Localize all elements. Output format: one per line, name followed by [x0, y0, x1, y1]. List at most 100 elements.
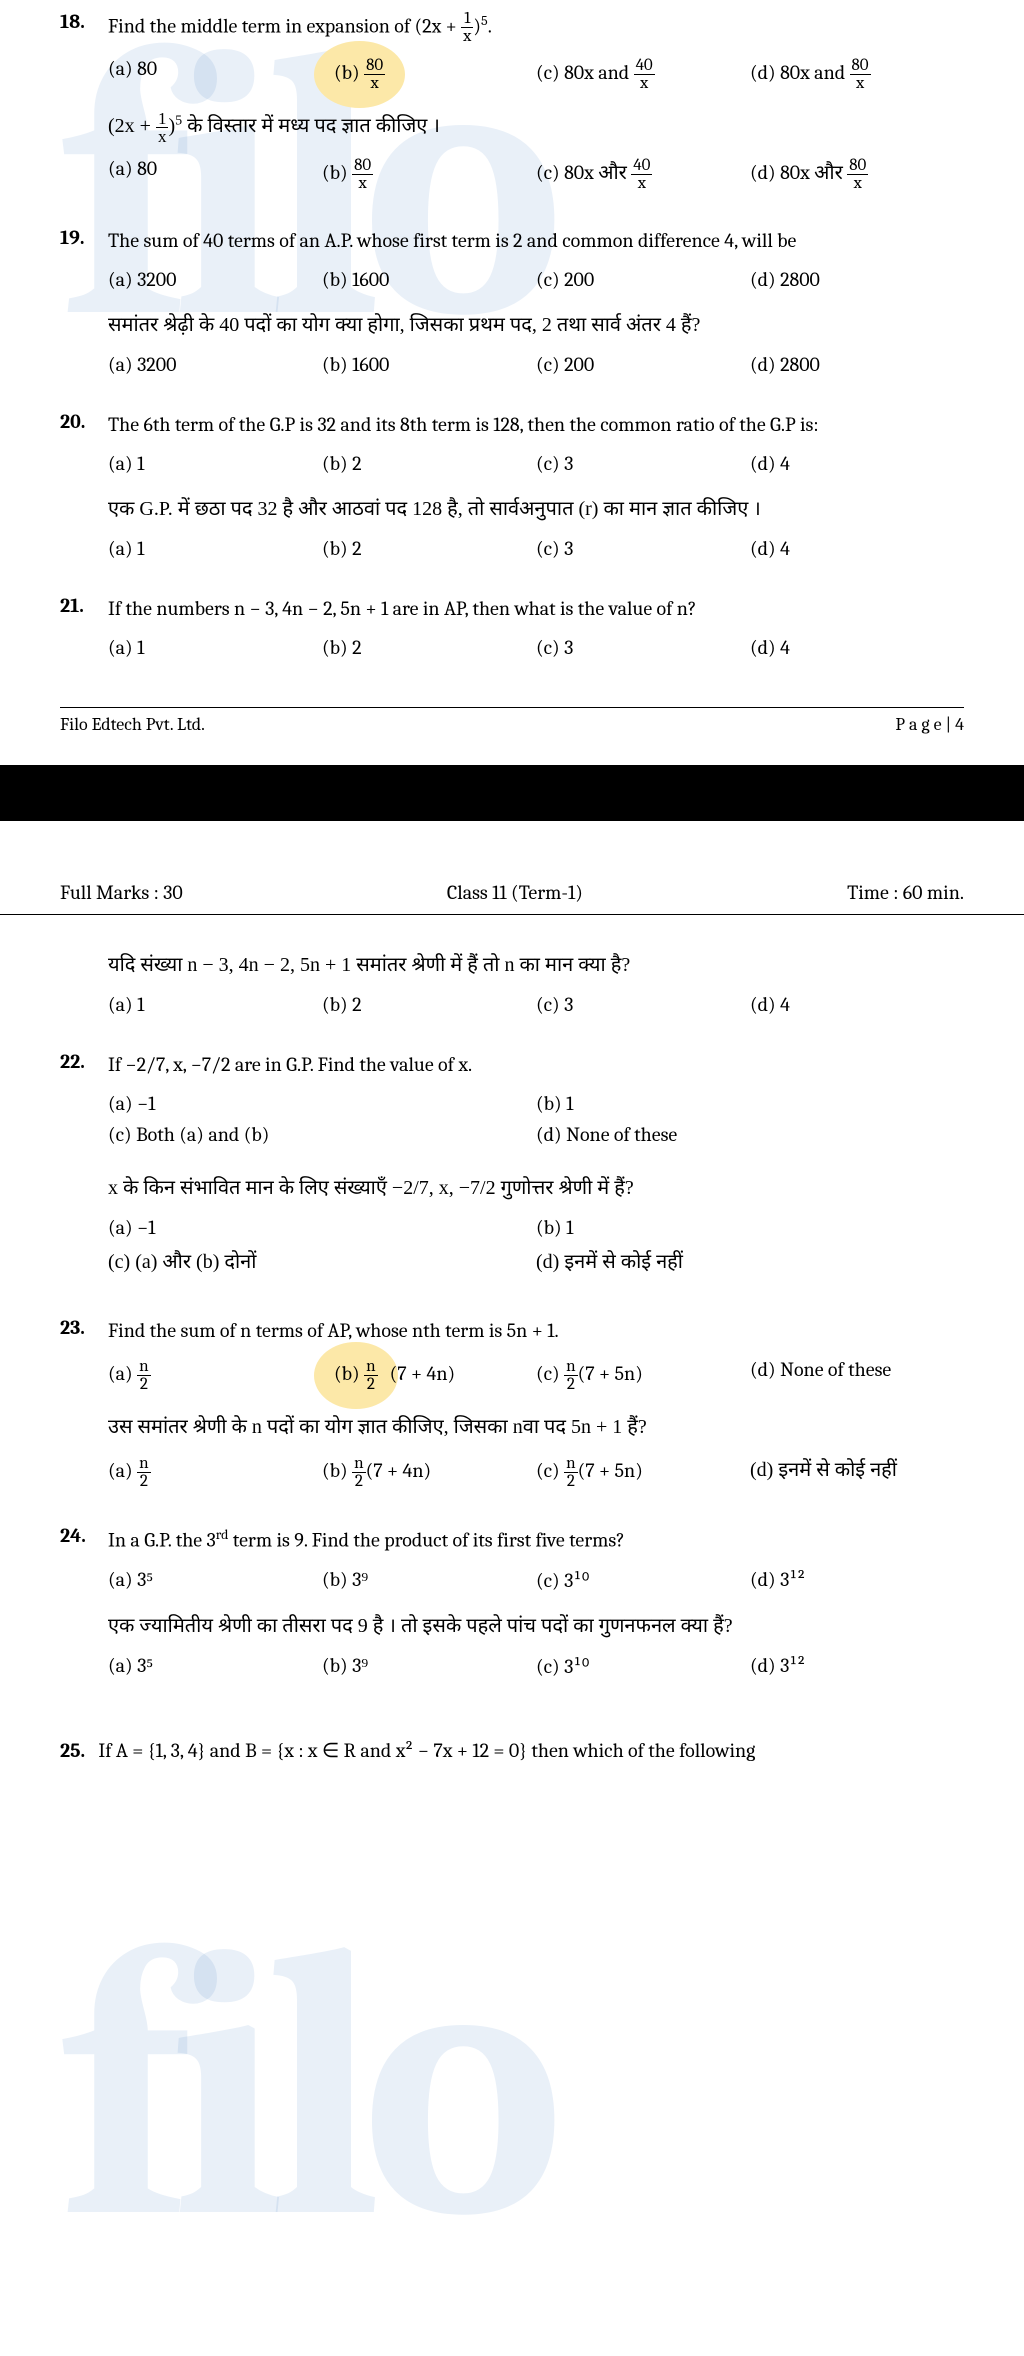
- q24-text-sup: rd: [216, 1526, 229, 1543]
- q22-opt-b: (b) 1: [536, 1092, 964, 1115]
- q23-h-opt-c: (c) n2(7 + 5n): [536, 1455, 750, 1490]
- q18-d-pre: (d) 80x and: [750, 62, 850, 85]
- q20-opt-b: (b) 2: [322, 452, 536, 475]
- q23-a-den: 2: [137, 1376, 151, 1393]
- q18-h-opt-b: (b) 80x: [322, 157, 536, 192]
- q18-hc-pre: (c) 80x और: [536, 162, 631, 185]
- q21-h-opt-a: (a) 1: [108, 993, 322, 1016]
- q19-number: 19.: [60, 226, 108, 249]
- q22-h-opt-c: (c) (a) और (b) दोनों: [108, 1247, 536, 1274]
- q23-b-post: (7 + 4n): [390, 1363, 456, 1386]
- q20-h-opt-a: (a) 1: [108, 537, 322, 560]
- full-marks: Full Marks : 30: [60, 881, 183, 904]
- q22-number: 22.: [60, 1050, 108, 1073]
- q23-hb-pre: (b): [322, 1460, 352, 1483]
- q23-c-num: n: [564, 1358, 578, 1376]
- q18-period: .: [488, 15, 492, 38]
- q24-h-opt-d: (d) 3¹²: [750, 1654, 964, 1678]
- q20-opt-d: (d) 4: [750, 452, 964, 475]
- q24-options: (a) 3⁵ (b) 3⁹ (c) 3¹⁰ (d) 3¹²: [108, 1568, 964, 1592]
- q18-frac: 1x: [461, 10, 473, 45]
- q22-hindi: x के किन संभावित मान के लिए संख्याएँ −2/…: [108, 1172, 964, 1204]
- q23-a-frac: n2: [137, 1358, 151, 1393]
- q18-hd-den: x: [847, 175, 868, 192]
- q19-opt-d: (d) 2800: [750, 268, 964, 291]
- q18-c-den: x: [634, 75, 655, 92]
- q23-options: (a) n2 (b) n2(7 + 4n) (c) n2(7 + 5n) (d)…: [108, 1358, 964, 1393]
- q23-a-num: n: [137, 1358, 151, 1376]
- q21-h-opt-b: (b) 2: [322, 993, 536, 1016]
- cutoff-line: 25. If A = {1, 3, 4} and B = {x : x ∈ R …: [60, 1738, 964, 1762]
- q23-hb-den: 2: [352, 1473, 366, 1490]
- q23-ha-den: 2: [137, 1473, 151, 1490]
- q23-h-opt-d: (d) इनमें से कोई नहीं: [750, 1455, 964, 1490]
- q18-opt-b: (b) 80x: [322, 57, 536, 92]
- q21-opt-a: (a) 1: [108, 636, 322, 659]
- q21-opt-b: (b) 2: [322, 636, 536, 659]
- q20-h-opt-d: (d) 4: [750, 537, 964, 560]
- q18-d-num: 80: [850, 57, 871, 75]
- q22-opt-c: (c) Both (a) and (b): [108, 1123, 536, 1146]
- q18-hb-frac: 80x: [352, 157, 373, 192]
- q23-hc-post: (7 + 5n): [578, 1460, 643, 1483]
- q24-opt-a: (a) 3⁵: [108, 1568, 322, 1592]
- q18-hb-den: x: [352, 175, 373, 192]
- q20-opt-a: (a) 1: [108, 452, 322, 475]
- footer-page-number: P a g e | 4: [895, 714, 964, 735]
- q18-c-frac: 40x: [634, 57, 655, 92]
- q21-options: (a) 1 (b) 2 (c) 3 (d) 4: [108, 636, 964, 659]
- q20-options: (a) 1 (b) 2 (c) 3 (d) 4: [108, 452, 964, 475]
- q24-h-opt-c: (c) 3¹⁰: [536, 1654, 750, 1678]
- q23-hc-den: 2: [564, 1473, 578, 1490]
- q23-b-pre: (b): [334, 1363, 364, 1386]
- q23-ha-pre: (a): [108, 1460, 137, 1483]
- q22-hindi-options: (a) −1 (b) 1 (c) (a) और (b) दोनों (d) इन…: [108, 1216, 964, 1282]
- question-23: 23. Find the sum of n terms of AP, whose…: [60, 1316, 964, 1490]
- q23-c-frac: n2: [564, 1358, 578, 1393]
- q23-opt-a: (a) n2: [108, 1358, 322, 1393]
- q18-c-num: 40: [634, 57, 655, 75]
- q18-hd-num: 80: [847, 157, 868, 175]
- q21-opt-c: (c) 3: [536, 636, 750, 659]
- q18-hc-frac: 40x: [631, 157, 652, 192]
- q23-h-opt-a: (a) n2: [108, 1455, 322, 1490]
- q21-h-opt-d: (d) 4: [750, 993, 964, 1016]
- highlight-circle-icon: (b) 80x: [314, 41, 405, 108]
- q18-b-den: x: [364, 75, 385, 92]
- q23-opt-d: (d) None of these: [750, 1358, 964, 1393]
- q23-hc-frac: n2: [564, 1455, 578, 1490]
- q22-h-opt-d: (d) इनमें से कोई नहीं: [536, 1247, 964, 1274]
- q21-hindi-options: (a) 1 (b) 2 (c) 3 (d) 4: [108, 993, 964, 1016]
- q19-h-opt-b: (b) 1600: [322, 353, 536, 376]
- highlight-circle-icon-2: (b) n2: [314, 1342, 398, 1409]
- q22-text: If −2/7, x, −7/2 are in G.P. Find the va…: [108, 1050, 964, 1080]
- q18-frac-num: 1: [461, 10, 473, 28]
- q18-expr-open: (2x +: [415, 15, 462, 38]
- question-21: 21. If the numbers n − 3, 4n − 2, 5n + 1…: [60, 594, 964, 659]
- q23-h-opt-b: (b) n2(7 + 4n): [322, 1455, 536, 1490]
- question-19: 19. The sum of 40 terms of an A.P. whose…: [60, 226, 964, 376]
- q21-number: 21.: [60, 594, 108, 617]
- watermark-filo-bottom: filo: [60, 1870, 544, 2307]
- q18-opt-a: (a) 80: [108, 57, 322, 92]
- q24-opt-d: (d) 3¹²: [750, 1568, 964, 1592]
- q19-hindi: समांतर श्रेढ़ी के 40 पदों का योग क्या हो…: [108, 309, 964, 341]
- page-content-2: यदि संख्या n − 3, 4n − 2, 5n + 1 समांतर …: [0, 949, 1024, 1678]
- q19-text: The sum of 40 terms of an A.P. whose fir…: [108, 226, 964, 256]
- q23-opt-b: (b) n2 (7 + 4n): [322, 1358, 536, 1393]
- question-18: 18. Find the middle term in expansion of…: [60, 10, 964, 192]
- q21-opt-d: (d) 4: [750, 636, 964, 659]
- q24-number: 24.: [60, 1524, 108, 1547]
- q23-a-pre: (a): [108, 1363, 137, 1386]
- q19-h-opt-a: (a) 3200: [108, 353, 322, 376]
- q18-hd-frac: 80x: [847, 157, 868, 192]
- q23-hb-num: n: [352, 1455, 366, 1473]
- q23-hb-frac: n2: [352, 1455, 366, 1490]
- q24-text: In a G.P. the 3rd term is 9. Find the pr…: [108, 1524, 964, 1556]
- q23-b-frac: n2: [364, 1358, 378, 1393]
- q24-opt-c: (c) 3¹⁰: [536, 1568, 750, 1592]
- question-22: 22. If −2/7, x, −7/2 are in G.P. Find th…: [60, 1050, 964, 1282]
- q19-opt-a: (a) 3200: [108, 268, 322, 291]
- q23-ha-num: n: [137, 1455, 151, 1473]
- question-20: 20. The 6th term of the G.P is 32 and it…: [60, 410, 964, 560]
